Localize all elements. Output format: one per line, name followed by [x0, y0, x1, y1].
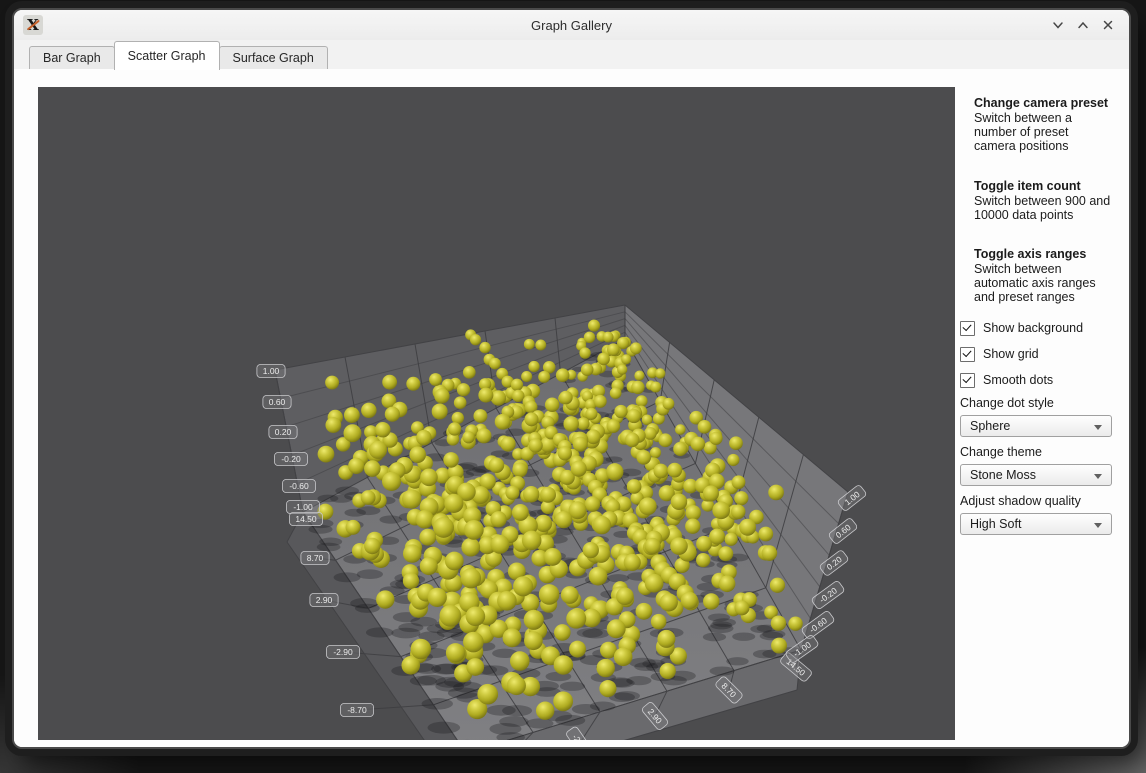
select-value: High Soft: [970, 517, 1022, 531]
window-controls: [1049, 17, 1116, 34]
svg-text:-8.70: -8.70: [347, 705, 367, 715]
y-axis-right-tick-label: 0.20: [819, 550, 849, 576]
svg-text:0.60: 0.60: [269, 397, 286, 407]
svg-text:2.90: 2.90: [316, 595, 333, 605]
svg-text:-0.20: -0.20: [281, 454, 301, 464]
select-value: Stone Moss: [970, 468, 1037, 482]
svg-text:-2.90: -2.90: [570, 732, 589, 740]
y-axis-left-tick-label: -1.00: [286, 500, 320, 514]
svg-text:14.50: 14.50: [295, 514, 317, 524]
button-title: Toggle axis ranges: [974, 247, 1087, 261]
tab-scatter-graph[interactable]: Scatter Graph: [113, 41, 220, 70]
dot-style-select[interactable]: Sphere: [960, 415, 1112, 437]
chevron-up-icon: [1077, 21, 1088, 29]
y-axis-right-tick-label: 0.60: [828, 518, 858, 544]
checkbox-label: Show grid: [983, 347, 1039, 361]
theme-select[interactable]: Stone Moss: [960, 464, 1112, 486]
checkbox-box: [960, 320, 975, 336]
button-description: Switch between a number of preset camera…: [974, 111, 1072, 153]
x-axis-tick-label: 14.50: [289, 512, 323, 526]
tab-surface-graph[interactable]: Surface Graph: [218, 46, 328, 69]
window-title: Graph Gallery: [531, 17, 612, 33]
svg-text:-0.60: -0.60: [289, 481, 309, 491]
x-axis-tick-label: -8.70: [340, 703, 374, 717]
minimize-button[interactable]: [1049, 17, 1066, 34]
y-axis-left-tick-label: 0.20: [268, 425, 298, 439]
checkbox-box: [960, 346, 975, 362]
y-axis-left-tick-label: -0.20: [274, 452, 308, 466]
y-axis-left-tick-label: -0.60: [282, 479, 316, 493]
button-description: Switch between automatic axis ranges and…: [974, 262, 1096, 304]
checkbox-box: [960, 372, 975, 388]
checkbox-label: Show background: [983, 321, 1084, 335]
y-axis-left-tick-label: 0.60: [262, 395, 292, 409]
y-axis-right-tick-label: 1.00: [837, 485, 867, 511]
close-button[interactable]: [1099, 17, 1116, 34]
scatter-3d-plot[interactable]: 1.00 0.60 0.20 -0.20 -0.60 -1.00 14.50 8.70 2.90…: [38, 87, 955, 740]
svg-text:-1.00: -1.00: [293, 502, 313, 512]
close-icon: [1103, 20, 1112, 30]
toggle-axis-ranges-button[interactable]: Toggle axis ranges Switch between automa…: [974, 247, 1129, 304]
shadow-quality-select[interactable]: High Soft: [960, 513, 1112, 535]
x-axis-tick-label: -2.90: [326, 645, 360, 659]
select-value: Sphere: [970, 419, 1011, 433]
shadow-quality-label: Adjust shadow quality: [960, 494, 1081, 508]
app-window: X Graph Gallery: [12, 8, 1131, 749]
app-icon: X: [23, 15, 43, 35]
title-bar[interactable]: X Graph Gallery: [14, 10, 1129, 40]
chevron-down-icon: [1052, 22, 1063, 29]
theme-label: Change theme: [960, 445, 1043, 459]
z-axis-tick-label: 2.90: [641, 702, 669, 730]
svg-text:0.20: 0.20: [275, 427, 292, 437]
svg-text:-2.90: -2.90: [333, 647, 353, 657]
svg-text:1.00: 1.00: [263, 366, 280, 376]
x-axis-tick-label: 2.90: [309, 593, 339, 607]
tab-label: Surface Graph: [232, 51, 314, 65]
control-panel: Change camera preset Switch between a nu…: [960, 88, 1129, 535]
button-description: Switch between 900 and 10000 data points: [974, 194, 1111, 222]
button-title: Toggle item count: [974, 179, 1081, 193]
svg-text:8.70: 8.70: [307, 553, 324, 563]
change-camera-preset-button[interactable]: Change camera preset Switch between a nu…: [974, 96, 1129, 153]
smooth-dots-checkbox[interactable]: Smooth dots: [960, 372, 1129, 388]
maximize-button[interactable]: [1074, 17, 1091, 34]
y-axis-left-tick-label: 1.00: [256, 364, 286, 378]
x-axis-tick-label: 8.70: [300, 551, 330, 565]
z-axis-tick-label: -2.90: [566, 726, 594, 740]
tab-bar: Bar Graph Scatter Graph Surface Graph: [14, 40, 1129, 70]
dot-style-label: Change dot style: [960, 396, 1054, 410]
tab-label: Scatter Graph: [127, 49, 206, 63]
toggle-item-count-button[interactable]: Toggle item count Switch between 900 and…: [974, 179, 1129, 222]
show-background-checkbox[interactable]: Show background: [960, 320, 1129, 336]
show-grid-checkbox[interactable]: Show grid: [960, 346, 1129, 362]
button-title: Change camera preset: [974, 96, 1109, 110]
tab-label: Bar Graph: [43, 51, 101, 65]
checkbox-label: Smooth dots: [983, 373, 1054, 387]
tab-bar-graph[interactable]: Bar Graph: [29, 46, 115, 69]
